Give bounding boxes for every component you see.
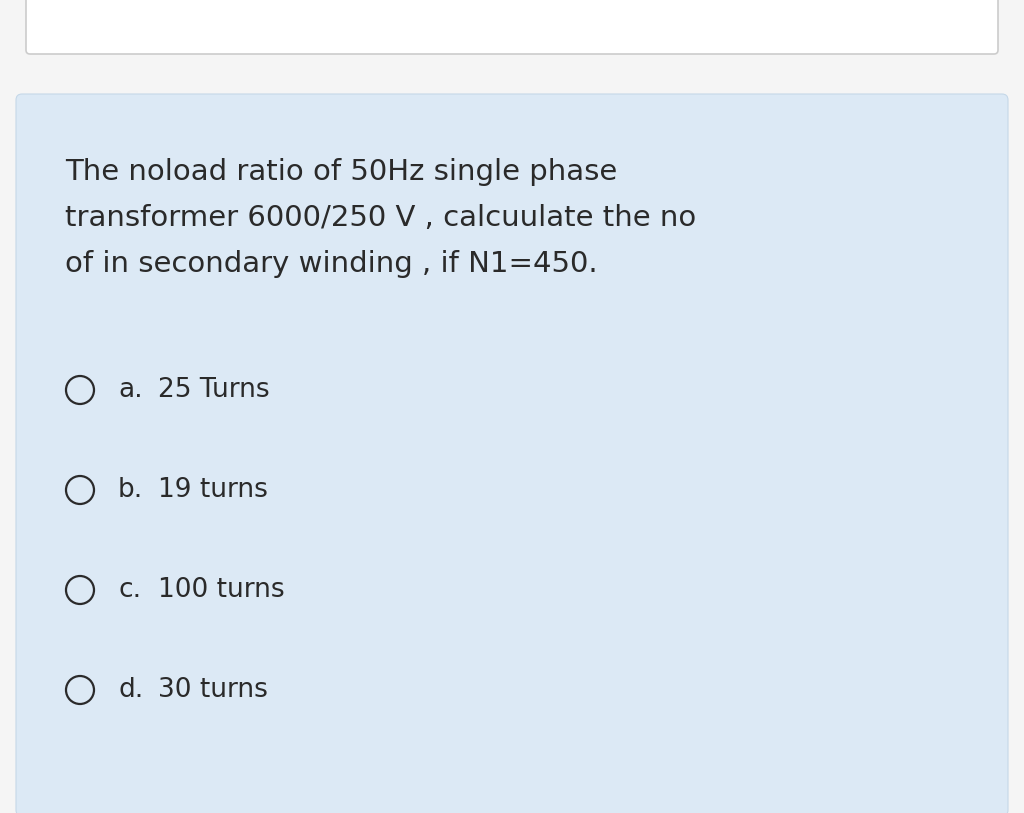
Text: The noload ratio of 50Hz single phase: The noload ratio of 50Hz single phase	[65, 158, 617, 186]
Text: 19 turns: 19 turns	[158, 477, 268, 503]
Text: 30 turns: 30 turns	[158, 677, 268, 703]
Text: 100 turns: 100 turns	[158, 577, 285, 603]
Text: 25 Turns: 25 Turns	[158, 377, 269, 403]
Text: a.: a.	[118, 377, 142, 403]
Text: c.: c.	[118, 577, 141, 603]
Text: b.: b.	[118, 477, 143, 503]
Text: d.: d.	[118, 677, 143, 703]
FancyBboxPatch shape	[16, 94, 1008, 813]
Text: transformer 6000/250 V , calcuulate the no: transformer 6000/250 V , calcuulate the …	[65, 204, 696, 232]
Text: of in secondary winding , if N1=450.: of in secondary winding , if N1=450.	[65, 250, 598, 278]
FancyBboxPatch shape	[26, 0, 998, 54]
